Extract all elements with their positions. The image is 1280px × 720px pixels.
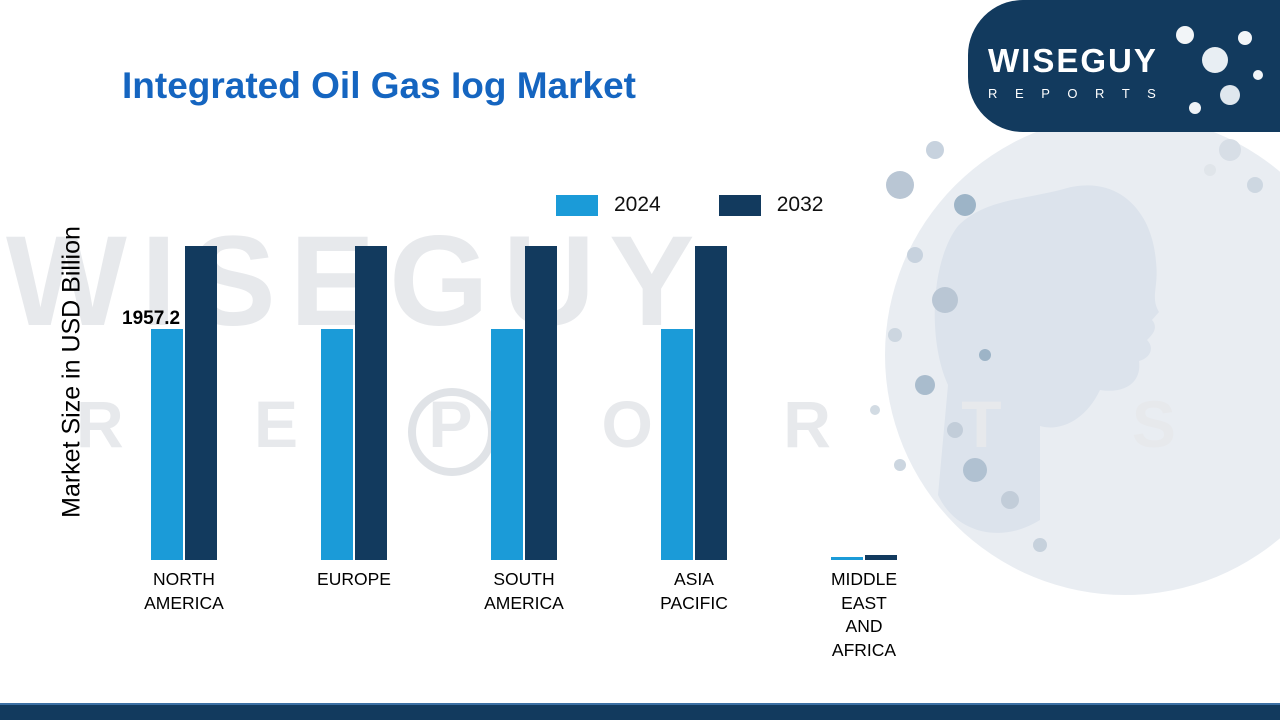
bar-group-europe: EUROPE [299,230,409,663]
bars [321,230,387,560]
bar-group-asia-pacific: ASIA PACIFIC [639,230,749,663]
legend-swatch-2024 [556,194,598,216]
bar-group-north-america: NORTH AMERICA [129,230,239,663]
logo-dot-pattern [1176,26,1263,114]
bar-group-middle-east-and-africa: MIDDLE EAST AND AFRICA [809,230,919,663]
watermark-reports: R E P O R T S [76,387,1232,461]
logo-tagline: R E P O R T S [988,86,1163,101]
bar-2032 [185,246,217,560]
legend-label-2024: 2024 [614,193,661,216]
footer-bar [0,703,1280,720]
legend-label-2032: 2032 [776,193,824,216]
category-label: EUROPE [317,569,391,589]
bars [831,230,897,560]
bar-2032 [525,246,557,560]
bar-2024 [491,329,523,560]
category-label: MIDDLE EAST AND AFRICA [830,569,898,660]
wiseguy-logo: WISEGUY R E P O R T S [988,42,1163,101]
bars [661,230,727,560]
page-title: Integrated Oil Gas Iog Market [122,64,637,106]
background-circle [885,115,1280,595]
bar-group-south-america: SOUTH AMERICA [469,230,579,663]
head-silhouette [934,185,1159,533]
bar-2032 [355,246,387,560]
bar-2024 [831,557,863,560]
data-label-north-america-2024: 1957.2 [122,308,181,329]
bar-chart-plot-area: NORTH AMERICA EUROPE SOUTH AMERICA ASIA PAC… [129,230,919,663]
legend-item-2024: 2024 [556,193,661,217]
legend-item-2032: 2032 [718,193,824,217]
bars [151,230,217,560]
bar-2032 [695,246,727,560]
category-label: ASIA PACIFIC [660,569,728,613]
category-label: SOUTH AMERICA [484,569,564,613]
bars [491,230,557,560]
category-label: NORTH AMERICA [144,569,224,613]
bar-2024 [151,329,183,560]
legend-swatch-2032 [718,194,761,216]
bar-2032 [865,555,897,560]
bar-2024 [321,329,353,560]
logo-name: WISEGUY [988,42,1158,79]
dot-pattern [870,139,1263,552]
chart-legend: 2024 2032 [556,193,823,217]
y-axis-label: Market Size in USD Billion [57,226,86,518]
bar-2024 [661,329,693,560]
